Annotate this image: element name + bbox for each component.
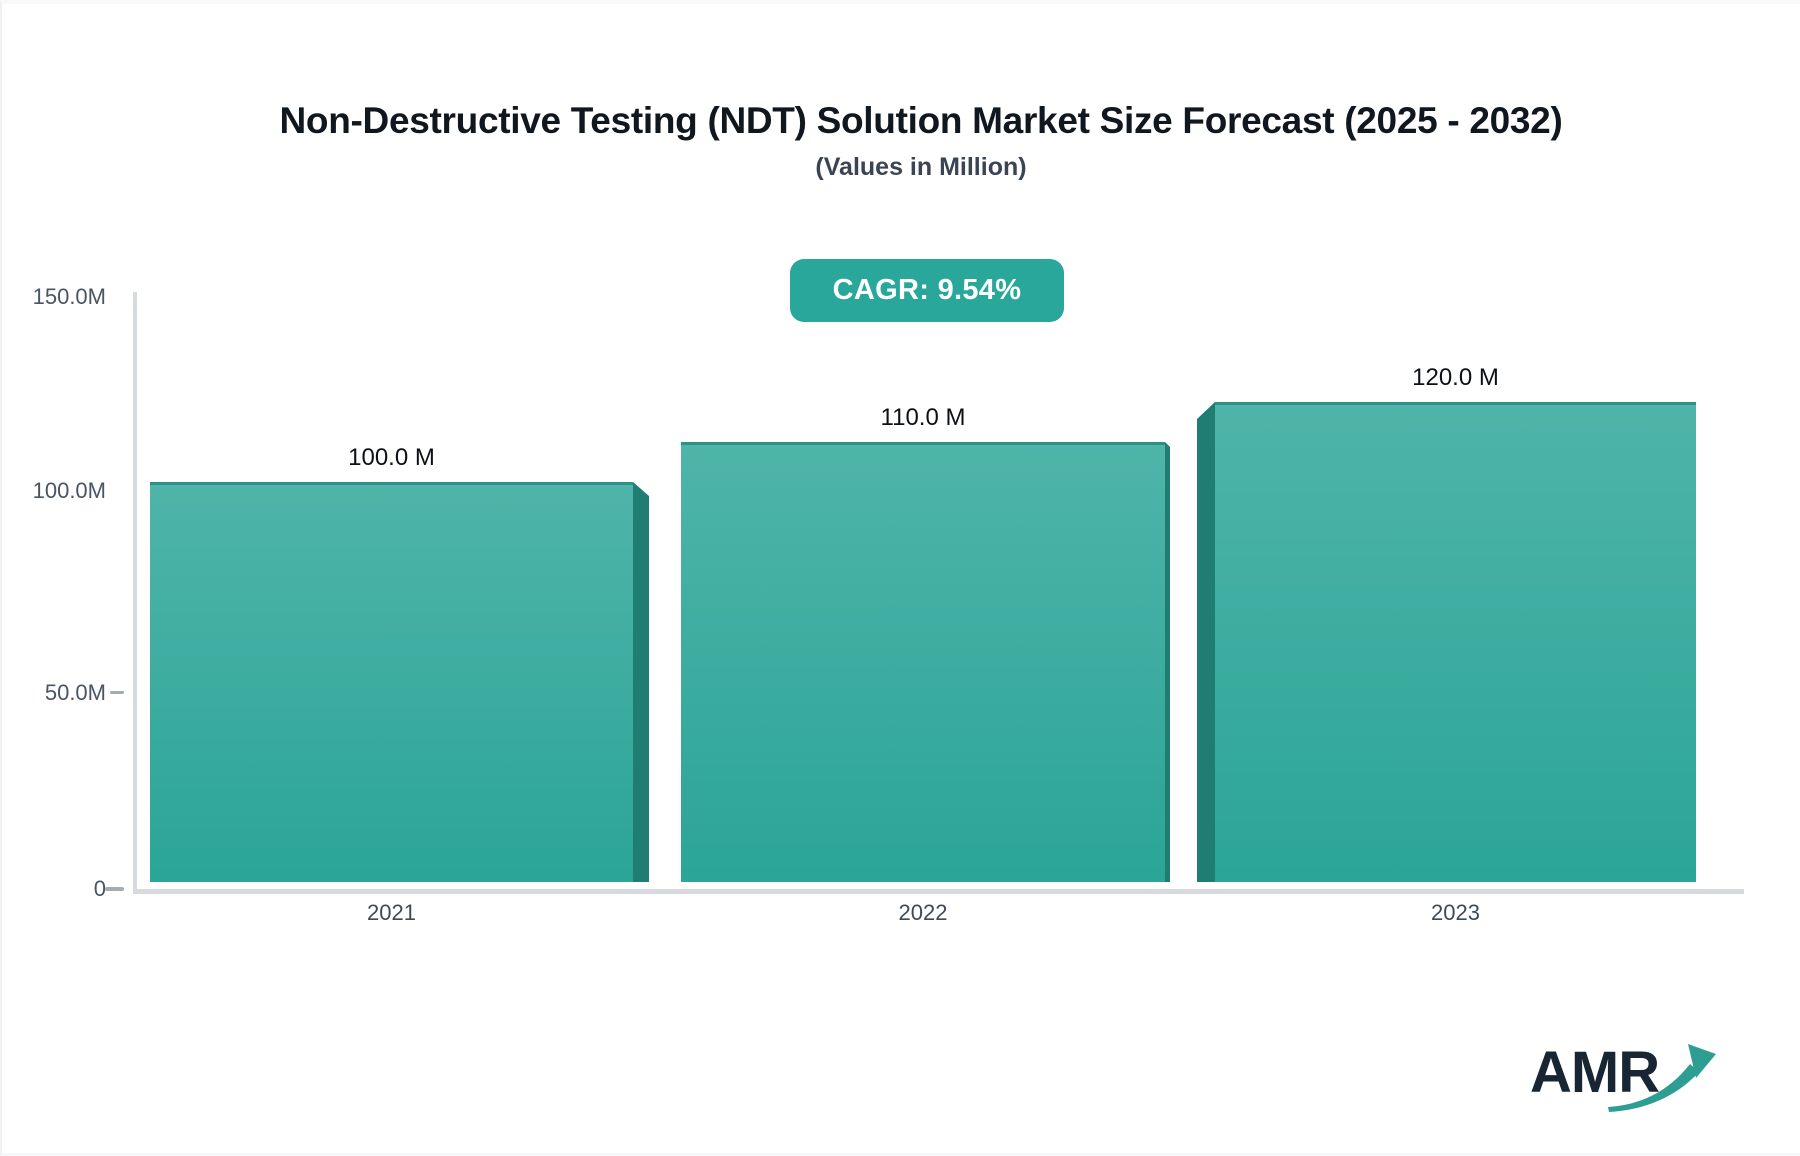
x-axis-label-2022: 2022 — [898, 900, 948, 925]
y-axis-tick-mark-50m — [110, 691, 124, 694]
bar-2021[interactable] — [150, 482, 633, 882]
amr-logo-text: AMR — [1530, 1040, 1660, 1105]
chart-title: Non-Destructive Testing (NDT) Solution M… — [279, 100, 1563, 141]
bar-value-label-2022: 110.0 M — [880, 404, 966, 431]
y-axis-tick-100m: 100.0M — [32, 478, 106, 503]
bar-value-label-2021: 100.0 M — [348, 444, 435, 471]
x-axis-label-2021: 2021 — [367, 900, 416, 925]
cagr-badge-label: CAGR: 9.54% — [832, 274, 1022, 306]
cagr-badge: CAGR: 9.54% — [790, 259, 1064, 322]
bar-2023-side-shadow — [1197, 402, 1215, 882]
x-axis-label-2023: 2023 — [1431, 900, 1480, 925]
y-axis-tick-150m: 150.0M — [32, 284, 106, 309]
bar-2021-side-shadow — [633, 482, 649, 882]
amr-logo: AMR — [1530, 1036, 1720, 1126]
bar-2022[interactable] — [681, 442, 1165, 882]
y-axis-tick-0: 0 — [93, 876, 106, 901]
bar-value-label-2023: 120.0 M — [1412, 364, 1499, 391]
y-axis-tick-mark-0 — [105, 887, 124, 891]
growth-arrow-icon — [1608, 1044, 1716, 1112]
bar-2023[interactable] — [1215, 402, 1696, 882]
bar-2022-side-shadow — [1165, 442, 1170, 882]
chart-subtitle: (Values in Million) — [815, 153, 1027, 181]
y-axis-tick-50m: 50.0M — [44, 680, 106, 705]
y-axis-line — [133, 292, 137, 892]
x-axis-line — [133, 889, 1744, 894]
